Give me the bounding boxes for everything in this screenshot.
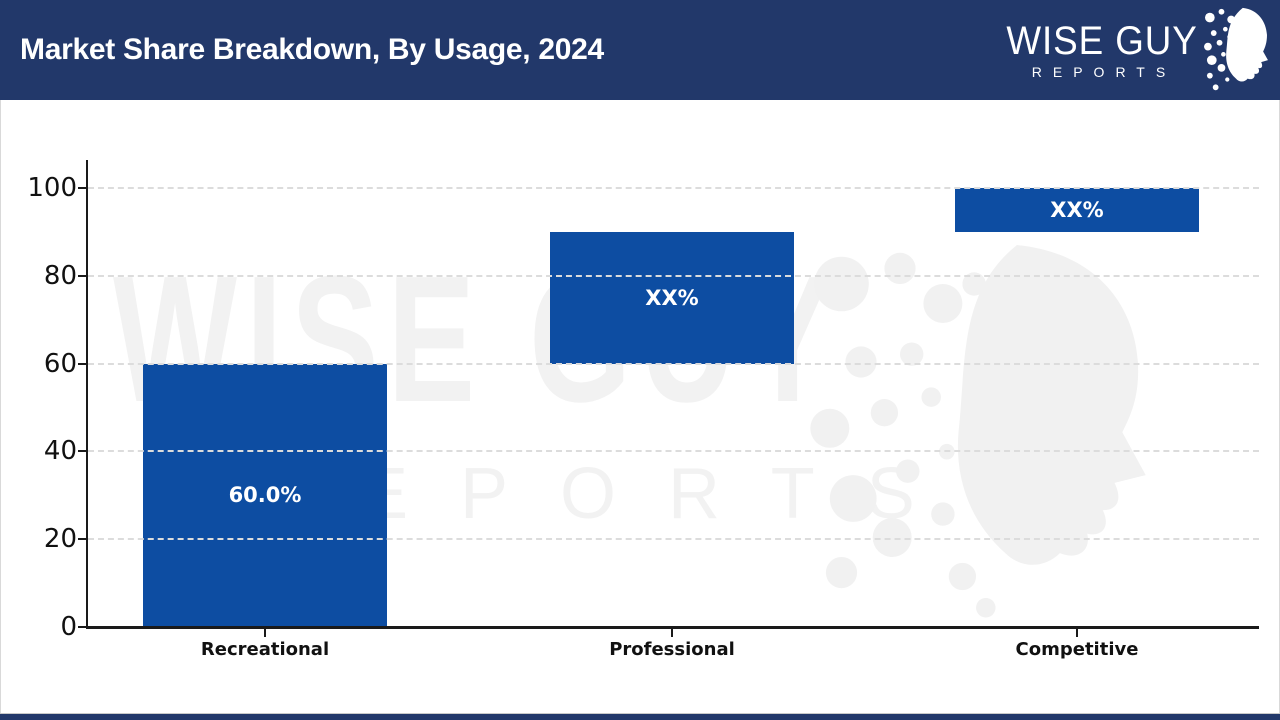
- header: Market Share Breakdown, By Usage, 2024 W…: [0, 0, 1280, 100]
- gridline-40: [88, 450, 1259, 453]
- x-label-competitive: Competitive: [1015, 639, 1139, 660]
- x-tick-competitive: [1076, 629, 1078, 637]
- logo-face-icon: [1204, 7, 1268, 91]
- gridline-20: [88, 538, 1259, 541]
- y-tick-label-0: 0: [60, 612, 77, 642]
- x-label-recreational: Recreational: [200, 639, 330, 660]
- y-tick-80: [77, 274, 86, 277]
- bar-professional: XX%: [550, 231, 794, 364]
- y-tick-label-20: 20: [43, 524, 77, 555]
- x-label-professional: Professional: [609, 639, 735, 660]
- footer-strip: [0, 713, 1280, 720]
- x-axis-line: [85, 626, 1259, 629]
- x-tick-professional: [671, 629, 673, 637]
- y-tick-20: [77, 538, 86, 541]
- logo-wordmark: WISE GUY REPORTS: [998, 21, 1206, 80]
- wiseguy-logo: WISE GUY REPORTS: [998, 4, 1270, 96]
- x-tick-recreational: [264, 629, 266, 637]
- watermark-head-icon: [810, 245, 1146, 618]
- logo-name: WISE GUY: [1006, 18, 1198, 63]
- gridline-100: [88, 187, 1259, 189]
- y-tick-60: [77, 362, 86, 365]
- chart-title: Market Share Breakdown, By Usage, 2024: [20, 33, 604, 66]
- bar-value-label: 60.0%: [228, 483, 302, 508]
- y-tick-label-100: 100: [27, 173, 77, 203]
- y-tick-label-80: 80: [43, 260, 77, 291]
- y-tick-label-60: 60: [43, 348, 77, 379]
- gridline-80: [88, 274, 1259, 277]
- logo-subtitle: REPORTS: [1031, 63, 1177, 80]
- y-tick-40: [77, 450, 86, 453]
- chart-area: WISE GUY REPORTS 60.0% XX% XX% 0 20 40 60 80 100…: [0, 100, 1280, 713]
- bar-value-label: XX%: [645, 285, 699, 310]
- y-axis-line: [85, 160, 88, 629]
- y-tick-0: [77, 626, 86, 628]
- bar-value-label: XX%: [1050, 197, 1104, 222]
- y-tick-label-40: 40: [43, 436, 77, 467]
- bar-competitive: XX%: [955, 188, 1199, 232]
- bar-recreational: 60.0%: [143, 363, 387, 627]
- gridline-60: [88, 362, 1259, 365]
- y-tick-100: [77, 187, 86, 189]
